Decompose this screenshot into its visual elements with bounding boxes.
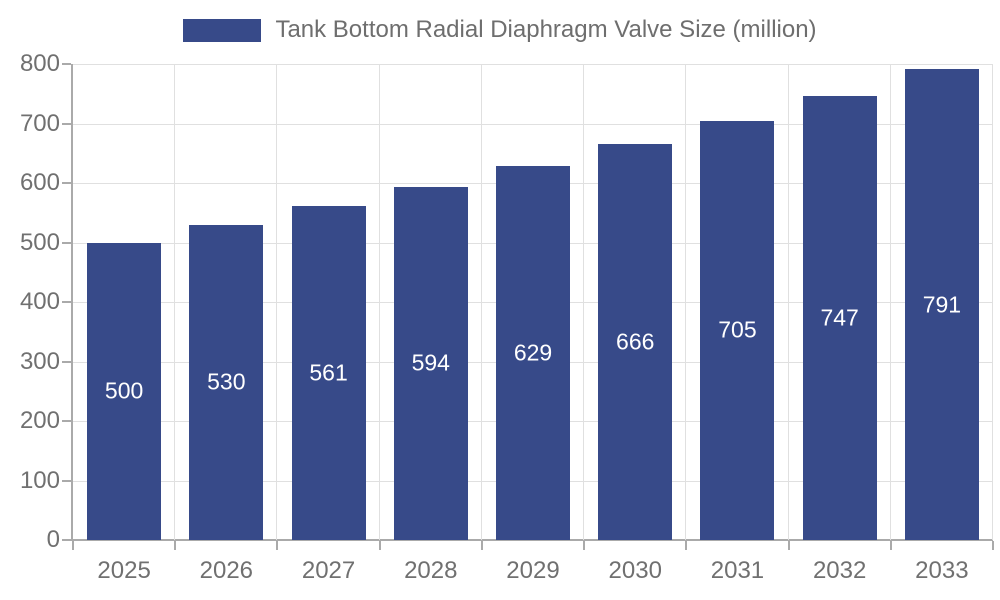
y-tick-label: 600: [19, 169, 60, 196]
bar-2033: 791: [904, 69, 979, 540]
x-tick-label: 2028: [404, 557, 458, 584]
y-tick-label: 0: [46, 526, 60, 553]
x-tick-label: 2030: [608, 557, 662, 584]
v-gridline: [992, 64, 993, 540]
x-tick-label: 2027: [301, 557, 356, 584]
v-gridline: [378, 64, 380, 540]
x-tick: [276, 541, 279, 550]
x-tick: [889, 541, 892, 550]
y-tick-label: 700: [19, 109, 60, 137]
v-gridline: [889, 64, 891, 540]
bar-2032: 747: [802, 95, 877, 540]
legend-swatch: [183, 18, 262, 42]
y-tick: [62, 241, 71, 244]
bar-value-label: 705: [718, 316, 757, 343]
legend-item[interactable]: Tank Bottom Radial Diaphragm Valve Size …: [0, 16, 1000, 44]
bar-2029: 629: [496, 165, 570, 540]
bar-value-label: 791: [922, 291, 962, 318]
bar-2031: 705: [700, 120, 775, 540]
bar-value-label: 666: [616, 328, 655, 355]
y-tick-label: 500: [19, 228, 60, 256]
x-tick-label: 2026: [199, 557, 254, 584]
x-tick: [787, 541, 790, 550]
v-gridline: [276, 64, 278, 540]
bar-value-label: 500: [104, 377, 144, 404]
bar-value-label: 629: [513, 339, 553, 366]
y-tick-label: 300: [19, 347, 60, 375]
v-gridline: [480, 64, 482, 540]
bar-2026: 530: [189, 224, 264, 540]
y-tick: [62, 63, 71, 65]
bar-2028: 594: [393, 186, 468, 540]
y-tick-label: 800: [19, 50, 60, 77]
bar-2025: 500: [87, 242, 162, 540]
x-tick: [174, 541, 177, 550]
y-tick-label: 200: [19, 407, 60, 434]
y-axis-line: [71, 64, 73, 540]
y-tick-label: 100: [19, 466, 60, 494]
h-gridline: [73, 64, 993, 65]
y-tick: [62, 360, 71, 363]
h-gridline: [73, 123, 993, 125]
x-tick-label: 2031: [710, 557, 765, 584]
v-gridline: [174, 64, 176, 540]
y-tick: [62, 122, 71, 125]
y-tick: [62, 479, 71, 482]
bar-value-label: 747: [820, 304, 859, 331]
bar-value-label: 594: [411, 349, 450, 376]
y-tick-label: 400: [19, 288, 60, 315]
bar-value-label: 530: [207, 368, 246, 395]
x-tick: [583, 541, 586, 550]
y-tick: [62, 182, 71, 184]
x-tick-label: 2032: [812, 557, 867, 584]
bar-2027: 561: [291, 206, 366, 540]
bar-value-label: 561: [309, 359, 348, 386]
x-tick-label: 2025: [97, 557, 151, 584]
x-tick: [480, 541, 483, 550]
y-tick: [62, 420, 71, 422]
bar-2030: 666: [598, 143, 673, 540]
x-tick: [992, 541, 994, 550]
v-gridline: [685, 64, 687, 540]
plot-area: 500 530 561 594 629 666 705 747 791: [73, 64, 993, 540]
v-gridline: [787, 64, 789, 540]
y-tick: [62, 539, 71, 541]
x-tick: [378, 541, 381, 550]
x-axis-line: [71, 539, 993, 541]
x-tick-label: 2033: [915, 557, 969, 584]
x-tick-label: 2029: [506, 557, 560, 584]
x-tick: [72, 541, 74, 550]
v-gridline: [583, 64, 585, 540]
legend-label: Tank Bottom Radial Diaphragm Valve Size …: [275, 16, 817, 43]
y-tick: [62, 301, 71, 303]
x-tick: [685, 541, 688, 550]
